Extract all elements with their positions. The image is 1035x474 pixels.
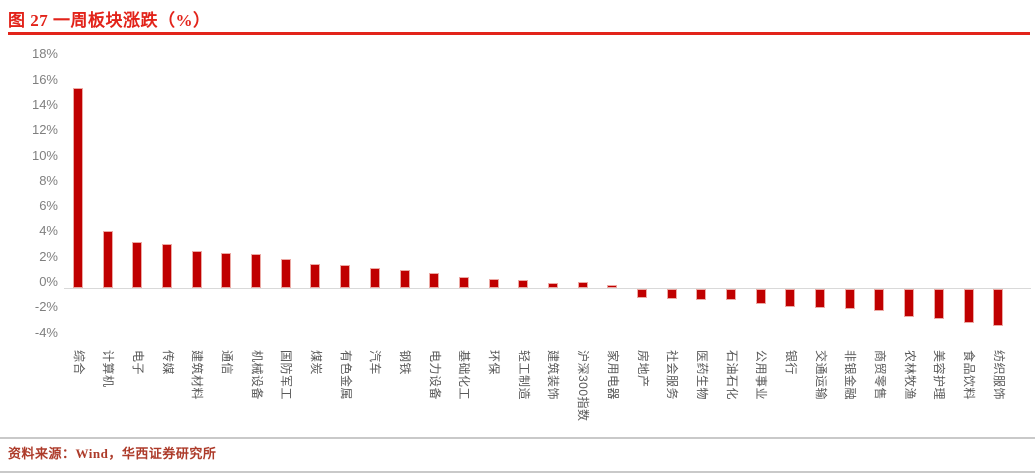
title-underline (8, 32, 1030, 35)
bar (488, 279, 499, 288)
bar (547, 282, 558, 288)
bar (221, 252, 232, 288)
category-label: 银行 (783, 350, 798, 376)
y-tick-label: -2% (34, 299, 58, 315)
bar (993, 289, 1004, 326)
category-label: 机械设备 (249, 350, 264, 401)
bar (637, 289, 647, 298)
y-tick-label: 10% (31, 147, 58, 163)
category-label: 综合 (71, 350, 86, 376)
bar (815, 289, 826, 308)
category-label: 电子 (130, 350, 145, 376)
y-tick-label: 8% (39, 172, 58, 188)
bar (933, 289, 944, 320)
bar (577, 281, 588, 288)
y-tick-label: 2% (39, 248, 58, 264)
category-label: 汽车 (368, 350, 383, 376)
category-label: 建筑装饰 (546, 350, 561, 401)
bar (963, 289, 974, 324)
bar (696, 289, 707, 301)
bar (369, 267, 380, 288)
category-label: 医药生物 (694, 350, 709, 401)
bar (666, 289, 677, 300)
category-label: 农林牧渔 (902, 350, 917, 401)
category-label: 轻工制造 (516, 350, 531, 401)
bar (310, 263, 321, 288)
category-label: 石油石化 (724, 350, 739, 401)
category-label: 环保 (487, 350, 502, 376)
bar (73, 88, 83, 288)
category-label: 沪深300指数 (576, 350, 591, 422)
bar (340, 265, 351, 288)
category-label: 商贸零售 (872, 350, 887, 401)
category-label: 传媒 (160, 350, 175, 376)
x-axis-line (64, 288, 1031, 289)
category-label: 有色金属 (338, 350, 353, 401)
category-label: 美容护理 (932, 350, 947, 401)
category-label: 纺织服饰 (991, 350, 1006, 401)
bar (191, 251, 202, 288)
category-label: 非银金融 (843, 350, 858, 401)
category-label: 公用事业 (754, 350, 769, 401)
y-tick-label: 14% (31, 96, 58, 112)
category-label: 建筑材料 (190, 350, 205, 401)
bar (518, 280, 529, 288)
bar (399, 270, 410, 288)
bar (755, 289, 766, 305)
category-label: 交通运输 (813, 350, 828, 401)
bar (726, 289, 737, 301)
bar (429, 272, 440, 288)
bar (162, 243, 173, 288)
bar (904, 289, 915, 317)
bar (102, 231, 113, 288)
category-label: 煤炭 (308, 350, 323, 376)
category-label: 社会服务 (665, 350, 680, 401)
category-label: 钢铁 (398, 350, 413, 376)
y-tick-label: -4% (34, 324, 58, 340)
y-tick-label: 12% (31, 122, 58, 138)
source-divider-top (0, 437, 1035, 439)
source-divider-bottom (0, 471, 1035, 473)
category-label: 国防军工 (279, 350, 294, 401)
bar (132, 242, 143, 288)
bar (874, 289, 885, 311)
bar (785, 289, 796, 307)
y-tick-label: 4% (39, 223, 58, 239)
category-label: 食品饮料 (962, 350, 977, 401)
category-label: 基础化工 (457, 350, 472, 401)
bar (607, 285, 618, 288)
bar (458, 276, 469, 288)
category-label: 电力设备 (427, 350, 442, 401)
bar (280, 258, 291, 288)
category-label: 通信 (219, 350, 234, 376)
category-label: 家用电器 (605, 350, 620, 401)
y-tick-label: 16% (31, 71, 58, 87)
figure-title: 图 27 一周板块涨跌（%） (8, 11, 211, 30)
category-label: 房地产 (635, 350, 650, 388)
y-tick-label: 18% (31, 46, 58, 62)
bar (844, 289, 855, 310)
source-note: 资料来源：Wind，华西证券研究所 (8, 446, 217, 461)
y-tick-label: 0% (39, 274, 58, 289)
category-label: 计算机 (101, 350, 116, 388)
bar-chart: 18% 16% 14% 12% 10% 8% 6% 4% 2% 0% -2% -4% 综合 计算机 电子传… (31, 46, 1031, 422)
y-tick-label: 6% (39, 198, 58, 214)
bar (251, 253, 262, 288)
